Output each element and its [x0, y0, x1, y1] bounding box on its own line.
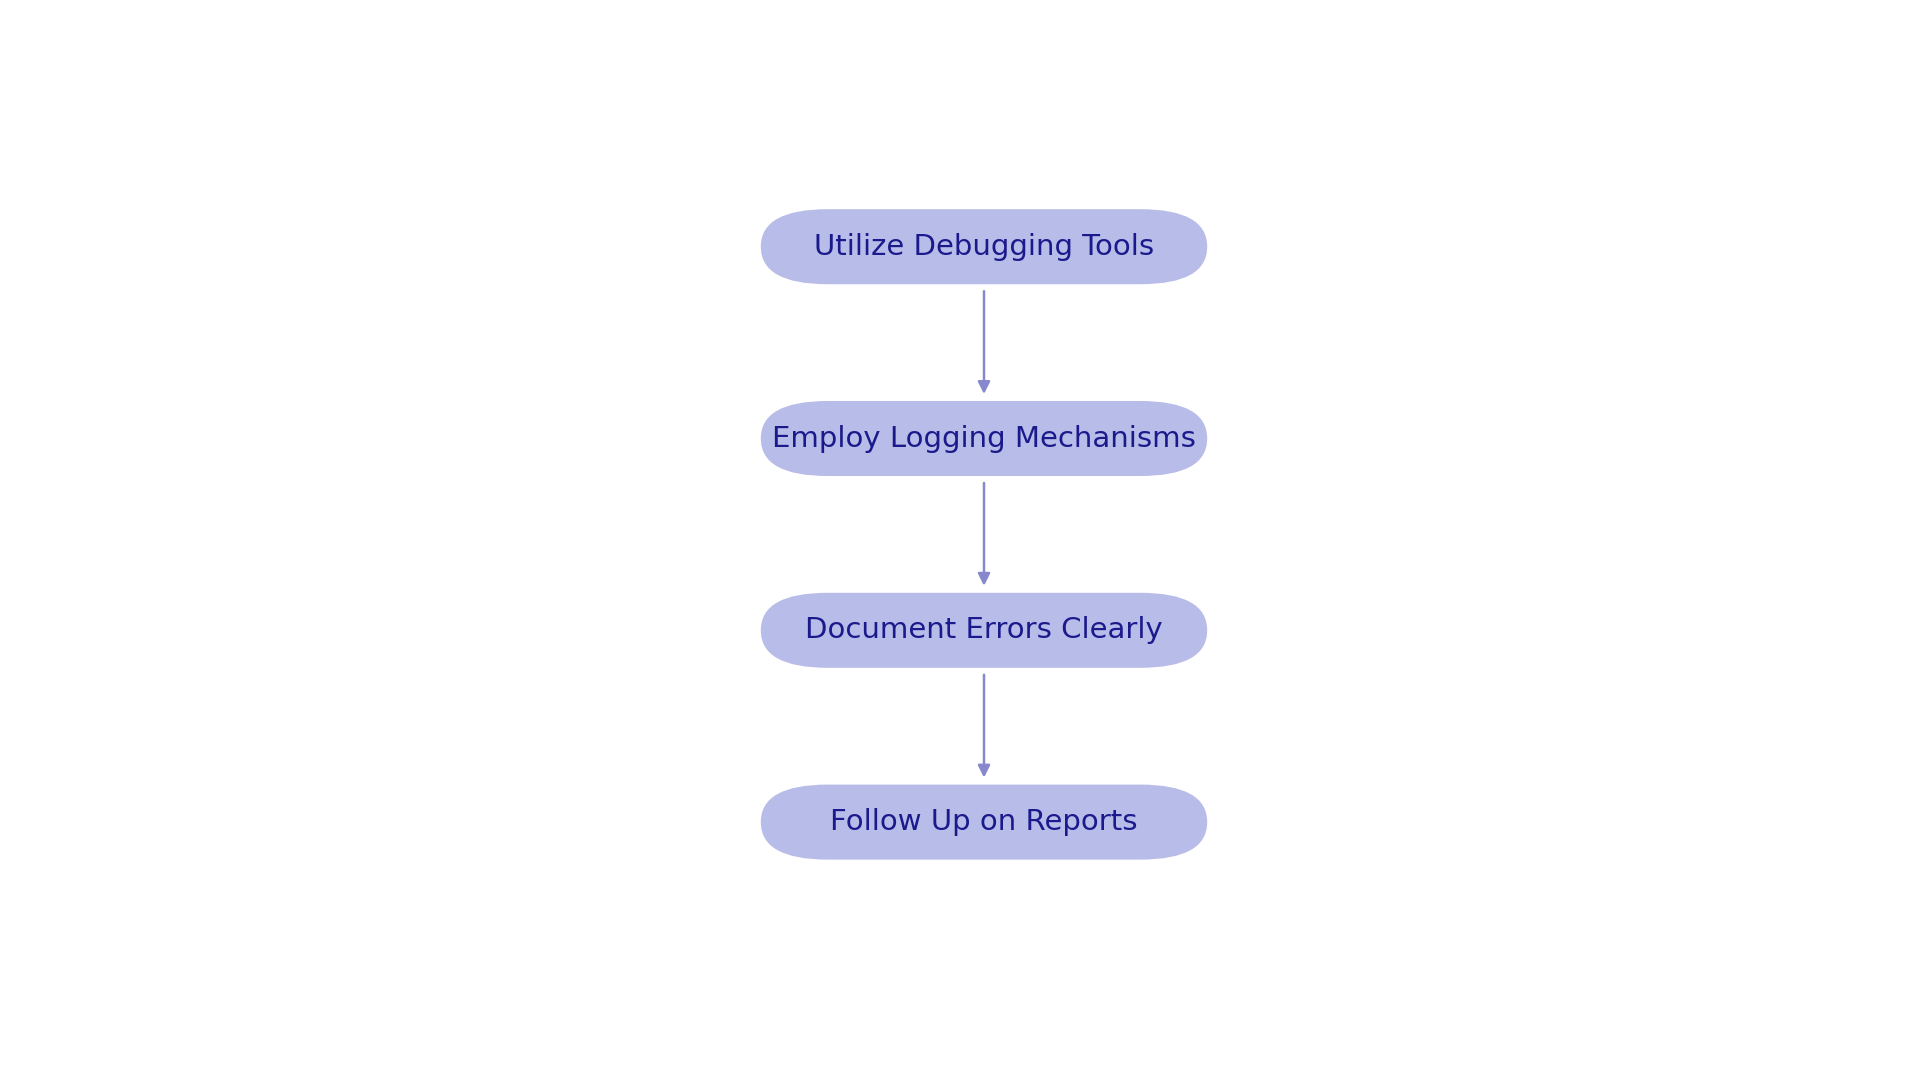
Text: Utilize Debugging Tools: Utilize Debugging Tools: [814, 233, 1154, 261]
FancyBboxPatch shape: [760, 592, 1208, 668]
FancyBboxPatch shape: [760, 209, 1208, 284]
Text: Follow Up on Reports: Follow Up on Reports: [829, 808, 1139, 836]
FancyBboxPatch shape: [760, 784, 1208, 860]
Text: Document Errors Clearly: Document Errors Clearly: [804, 616, 1164, 644]
Text: Employ Logging Mechanisms: Employ Logging Mechanisms: [772, 425, 1196, 453]
FancyBboxPatch shape: [760, 401, 1208, 477]
